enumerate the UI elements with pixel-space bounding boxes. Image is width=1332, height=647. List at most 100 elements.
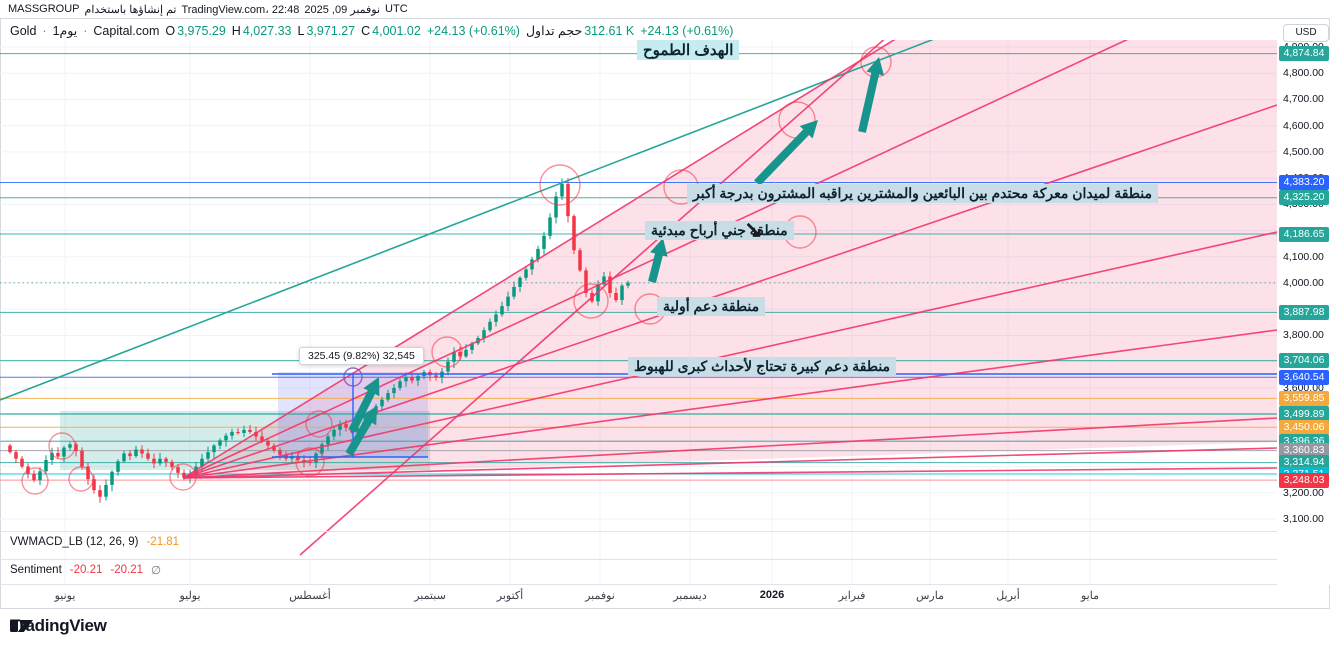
candle (584, 270, 588, 293)
candle (332, 429, 336, 437)
indicator-value: ∅ (151, 565, 162, 577)
candle (56, 452, 60, 457)
price-badge: 3,559.85 (1279, 390, 1329, 406)
candle (146, 453, 150, 459)
highlight-circle[interactable] (431, 336, 463, 368)
candle (98, 490, 102, 497)
symbol-name[interactable]: Gold (10, 23, 37, 38)
candle (320, 444, 324, 454)
indicator-sentiment[interactable]: Sentiment -20.21 -20.21 ∅ (10, 563, 161, 577)
teal-arrow[interactable] (648, 238, 668, 283)
annotation-ambitious-target[interactable]: الهدف الطموح (637, 40, 740, 60)
pane-separator[interactable] (0, 559, 1332, 560)
teal-arrow[interactable] (345, 406, 378, 456)
separator-dot: · (83, 23, 88, 38)
candle (128, 453, 132, 457)
candle (110, 471, 114, 485)
high-value: 4,027.33 (242, 23, 292, 38)
candle (464, 349, 468, 357)
time-label: فبراير (838, 590, 866, 602)
candle (272, 445, 276, 451)
highlight-circle[interactable] (169, 463, 197, 491)
highlight-circle[interactable] (305, 410, 333, 438)
teal-arrow[interactable] (348, 377, 380, 433)
candle (68, 444, 72, 448)
highlight-circle[interactable] (21, 467, 49, 495)
candle (206, 452, 210, 459)
candle (314, 453, 318, 463)
candle (620, 285, 624, 301)
fan-trendline[interactable] (182, 40, 975, 479)
measure-anchor-circle[interactable] (343, 367, 363, 387)
measure-tooltip: 325.45 (9.82%) 32,545 (299, 347, 424, 365)
candle (380, 399, 384, 407)
candle (566, 183, 570, 217)
price-badge: 4,186.65 (1279, 226, 1329, 242)
down-right-arrow-icon[interactable]: ↘ (744, 216, 764, 242)
time-axis[interactable]: يونيو يوليو أغسطس سبتمبر أكتوبر نوفمبر ديسمبر 2… (0, 585, 1332, 609)
attribution-text: MASSGROUP (8, 3, 80, 15)
candle (140, 449, 144, 454)
candle (224, 435, 228, 441)
price-badge: 3,887.98 (1279, 304, 1329, 320)
candle (44, 460, 48, 472)
time-label: سبتمبر (414, 590, 446, 602)
fan-trendline[interactable] (182, 447, 1277, 479)
highlight-circle[interactable] (68, 466, 94, 492)
annotation-major-support-zone[interactable]: منطقة دعم كبيرة تحتاج لأحداث كبرى للهبوط (628, 357, 897, 376)
highlight-circle[interactable] (539, 164, 581, 206)
annotation-initial-support-zone[interactable]: منطقة دعم أولية (657, 297, 766, 316)
pane-separator[interactable] (0, 531, 1332, 532)
price-badge: 3,640.54 (1279, 369, 1329, 385)
highlight-circle[interactable] (48, 432, 76, 460)
candle (116, 461, 120, 472)
candle (266, 440, 270, 446)
channel-trendline[interactable] (299, 40, 940, 556)
candle (38, 471, 42, 481)
snapshot-attribution-bar: MASSGROUP تم إنشاؤها باستخدام TradingView.… (8, 3, 408, 16)
teal-arrow[interactable] (858, 57, 884, 133)
exchange-label[interactable]: Capital.com (93, 23, 160, 38)
candle (236, 431, 240, 433)
time-label: نوفمبر (585, 590, 615, 602)
candle (494, 314, 498, 322)
fan-trendline[interactable] (182, 417, 1277, 479)
chart-plot-area[interactable] (0, 40, 1277, 584)
annotation-profit-taking-zone[interactable]: منطقة جني أرباح مبدئية (645, 221, 794, 240)
candle (50, 452, 54, 460)
open-value: 3,975.29 (177, 23, 226, 38)
candle (170, 461, 174, 468)
candle (20, 458, 24, 467)
candle (74, 444, 78, 451)
indicator-name[interactable]: VWMACD_LB (12, 26, 9) (10, 536, 139, 548)
candle (482, 330, 486, 339)
candle (572, 216, 576, 251)
price-axis[interactable]: 4,900.004,800.004,700.004,600.004,500.00… (1277, 40, 1332, 585)
volume-label: حجم تداول (525, 24, 583, 38)
pink-channel-fill (183, 40, 1277, 478)
candle (254, 431, 258, 437)
candle (560, 183, 564, 197)
indicator-name[interactable]: Sentiment (10, 564, 62, 576)
indicator-vwmacd[interactable]: VWMACD_LB (12, 26, 9) -21.81 (10, 536, 179, 548)
candle (404, 377, 408, 382)
price-badge: 4,874.84 (1279, 46, 1329, 62)
candle (86, 466, 90, 480)
close-label: C (361, 23, 371, 38)
fan-trendline[interactable] (182, 329, 1277, 479)
candle (602, 276, 606, 285)
interval-label[interactable]: 1يوم (52, 24, 78, 38)
annotation-battle-zone[interactable]: منطقة لميدان معركة محتدم بين البائعين وا… (687, 184, 1159, 203)
currency-button[interactable]: USD (1283, 24, 1329, 42)
highlight-circle[interactable] (295, 447, 325, 477)
teal-arrow[interactable] (754, 120, 818, 186)
candle (458, 351, 462, 357)
tradingview-logo[interactable]: TradingView (10, 616, 107, 636)
candle (410, 377, 414, 381)
fan-trendline[interactable] (182, 467, 1277, 479)
highlight-circle[interactable] (573, 283, 609, 319)
fan-trendline[interactable] (182, 231, 1277, 479)
candle (278, 450, 282, 455)
teal-trendline[interactable] (0, 40, 1035, 401)
